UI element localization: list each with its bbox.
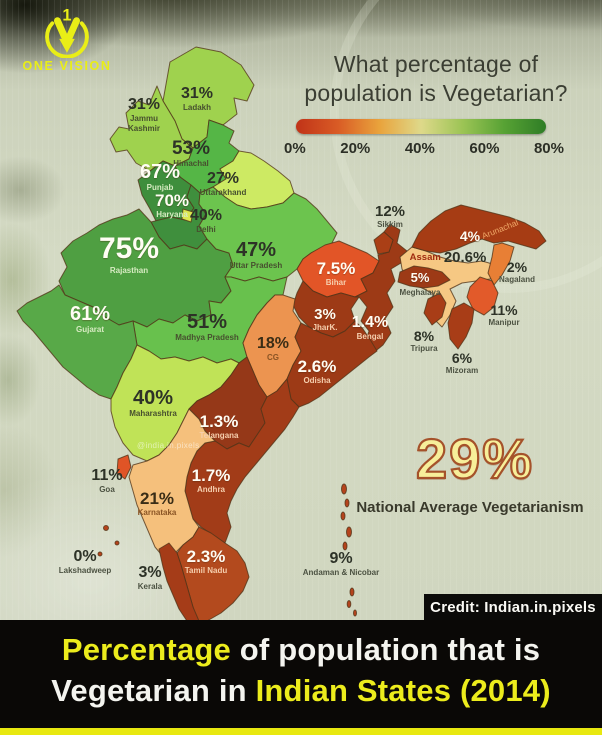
legend-tick: 40% (404, 140, 435, 157)
state-shape-odisha (286, 320, 378, 408)
footer-line-2: Vegetarian in Indian States (2014) (51, 671, 551, 712)
state-shape-nagaland (487, 242, 515, 286)
state-shape-west-bengal (354, 223, 408, 354)
page-title: What percentage of population is Vegetar… (283, 50, 589, 109)
footer-text-segment: Percentage (61, 632, 231, 667)
footer-yellow-strip (0, 728, 602, 735)
state-shape-delhi (181, 208, 194, 223)
state-shape-mizoram (447, 302, 475, 350)
state-shape-sikkim (373, 231, 394, 255)
legend-tick: 0% (284, 140, 306, 157)
title-line-1: What percentage of (333, 51, 539, 77)
watermark: @india.in.pixels (137, 441, 200, 450)
svg-text:1: 1 (62, 7, 71, 25)
state-shape-lakshadweep (97, 525, 120, 557)
legend-tick: 80% (533, 140, 564, 157)
state-shape-gujarat (16, 284, 138, 400)
legend-tick: 60% (469, 140, 500, 157)
national-average-caption: National Average Vegetarianism (356, 499, 584, 516)
title-line-2: population is Vegetarian? (304, 80, 568, 107)
brand-text: ONE VISION (22, 59, 112, 73)
legend-tick: 20% (340, 140, 371, 157)
footer-banner: Percentage of population that is Vegetar… (0, 620, 602, 735)
state-shape-assam (399, 246, 503, 328)
state-shape-meghalaya (397, 265, 451, 289)
footer-line-1: Percentage of population that is (62, 630, 540, 671)
footer-text-segment: Indian States (2014) (255, 672, 551, 708)
legend-tick-labels: 0% 20% 40% 60% 80% (284, 140, 564, 157)
state-shape-arunachal (411, 204, 547, 254)
one-vision-arrow-icon: 1 (12, 6, 122, 58)
state-shape-tripura (423, 292, 447, 326)
footer-text-segment: of population that is (230, 632, 541, 667)
footer-text-segment: Vegetarian in (51, 672, 256, 708)
national-average-value: 29% (415, 426, 535, 491)
state-shape-andaman-nicobar (340, 483, 357, 617)
credit-badge: Credit: Indian.in.pixels (424, 594, 602, 621)
state-shape-goa (116, 454, 132, 480)
legend-gradient-bar (296, 119, 546, 134)
one-vision-logo: 1 ONE VISION (12, 6, 122, 73)
state-shape-manipur (466, 276, 499, 316)
state-shape-karnataka (128, 408, 216, 560)
